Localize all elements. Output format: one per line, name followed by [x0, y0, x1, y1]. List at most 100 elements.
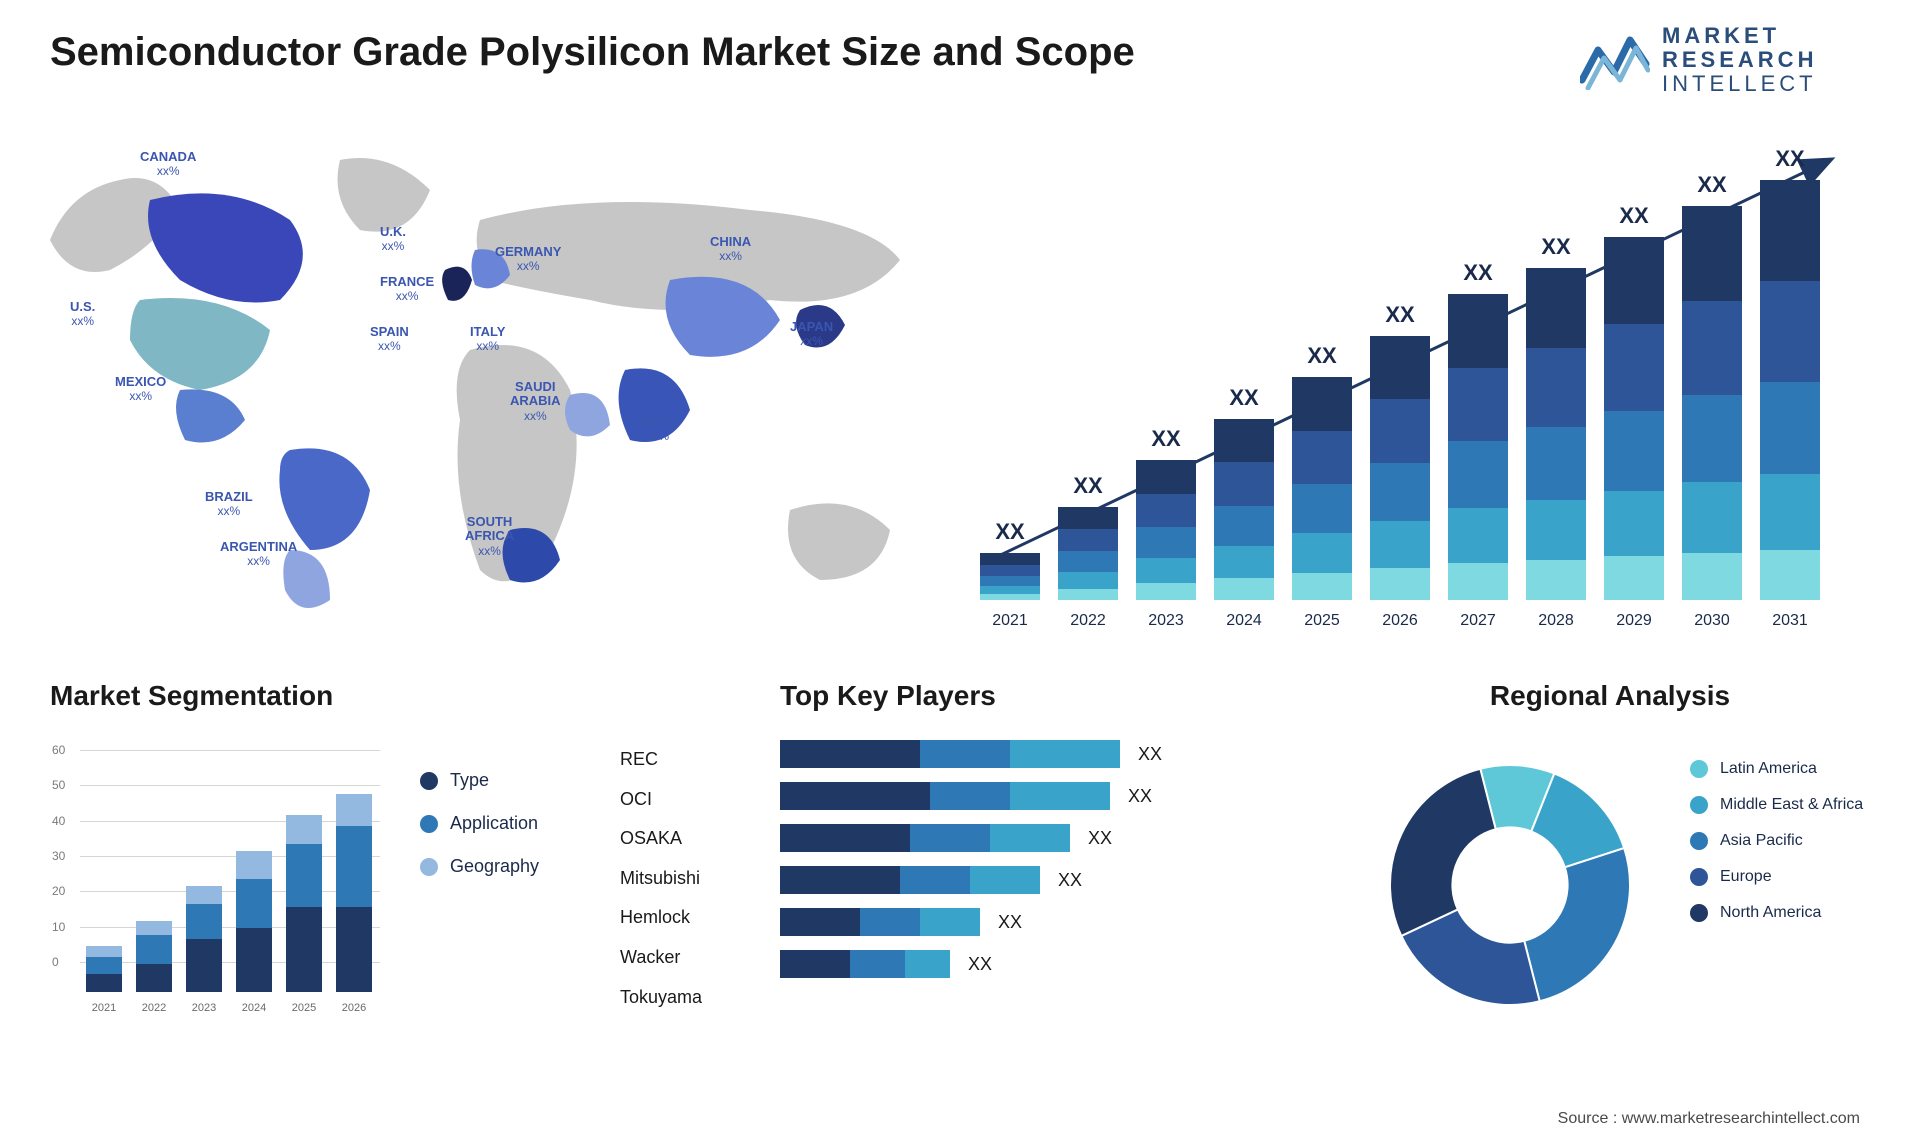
bar-year-label: 2021 — [980, 612, 1040, 630]
bar-seg — [980, 553, 1040, 564]
map-label-italy: ITALYxx% — [470, 325, 505, 354]
segmentation-legend: TypeApplicationGeography — [420, 770, 539, 899]
bar-seg — [980, 565, 1040, 576]
legend-dot-icon — [420, 772, 438, 790]
bar-seg — [1292, 431, 1352, 485]
bar-year-label: 2025 — [1292, 612, 1352, 630]
player-row: XX — [780, 908, 1320, 936]
bar-seg — [1604, 324, 1664, 411]
bar-seg — [1136, 558, 1196, 583]
segmentation-sidelabels: RECOCIOSAKAMitsubishiHemlockWackerTokuya… — [620, 740, 702, 1017]
bar-seg — [1136, 583, 1196, 600]
bar-seg — [1370, 463, 1430, 521]
donut-chart — [1360, 735, 1660, 1035]
bar-seg — [1760, 180, 1820, 281]
bar-year-label: 2023 — [1136, 612, 1196, 630]
map-label-brazil: BRAZILxx% — [205, 490, 253, 519]
segmentation-chart: 0102030405060 202120222023202420252026 — [50, 740, 390, 1020]
bar-seg — [1526, 500, 1586, 560]
bar-seg — [980, 576, 1040, 586]
players-title: Top Key Players — [780, 680, 1320, 712]
y-tick-label: 60 — [52, 743, 65, 757]
player-bar-seg — [1010, 740, 1120, 768]
player-bar — [780, 824, 1070, 852]
growth-bar-chart: 2021202220232024202520262027202820292030… — [960, 140, 1860, 640]
source-label: Source : www.marketresearchintellect.com — [1558, 1110, 1860, 1128]
players-chart: XXXXXXXXXXXX — [780, 740, 1320, 992]
bar-seg — [1136, 460, 1196, 494]
segmentation-panel: Market Segmentation 0102030405060 202120… — [50, 680, 750, 1040]
donut-legend: Latin America Middle East & Africa Asia Pa… — [1690, 760, 1863, 940]
gridline — [80, 785, 380, 786]
map-label-france: FRANCExx% — [380, 275, 434, 304]
bar-year-label: 2029 — [1604, 612, 1664, 630]
seg-bar-2023 — [186, 886, 222, 992]
seg-year-label: 2023 — [186, 1002, 222, 1014]
donut-legend-item: Middle East & Africa — [1690, 796, 1863, 814]
company-label: OSAKA — [620, 819, 702, 859]
map-label-japan: JAPANxx% — [790, 320, 833, 349]
gridline — [80, 821, 380, 822]
player-bar-seg — [905, 950, 950, 978]
bar-2021 — [980, 553, 1040, 600]
player-bar-seg — [780, 866, 900, 894]
bar-seg — [1448, 294, 1508, 367]
player-bar-seg — [780, 782, 930, 810]
bar-2031 — [1760, 180, 1820, 600]
bar-seg — [1370, 399, 1430, 462]
bar-seg — [1526, 560, 1586, 600]
donut-legend-item: Asia Pacific — [1690, 832, 1863, 850]
player-bar — [780, 866, 1040, 894]
donut-legend-label: Middle East & Africa — [1720, 796, 1863, 814]
bar-seg — [1058, 507, 1118, 529]
logo-icon — [1580, 30, 1650, 90]
donut-legend-label: Latin America — [1720, 760, 1817, 778]
player-bar-seg — [780, 824, 910, 852]
legend-dot-icon — [1690, 904, 1708, 922]
seg-bar-part — [286, 907, 322, 992]
player-value-label: XX — [1138, 744, 1162, 765]
bar-seg — [1058, 572, 1118, 589]
player-bar — [780, 740, 1120, 768]
player-value-label: XX — [1128, 786, 1152, 807]
bar-seg — [1682, 553, 1742, 600]
bar-2028 — [1526, 268, 1586, 600]
seg-bar-2024 — [236, 851, 272, 992]
bar-year-label: 2028 — [1526, 612, 1586, 630]
brand-logo: MARKET RESEARCH INTELLECT — [1580, 20, 1860, 100]
donut-legend-label: Europe — [1720, 868, 1772, 886]
gridline — [80, 927, 380, 928]
player-bar-seg — [1010, 782, 1110, 810]
regional-title: Regional Analysis — [1340, 680, 1880, 712]
bar-seg — [1526, 348, 1586, 428]
bar-seg — [1448, 368, 1508, 441]
seg-bar-part — [336, 826, 372, 907]
bar-value-label: XX — [1448, 260, 1508, 286]
seg-bar-part — [186, 886, 222, 904]
player-bar-seg — [850, 950, 905, 978]
player-bar-seg — [780, 950, 850, 978]
company-label: Tokuyama — [620, 978, 702, 1018]
bar-seg — [1604, 411, 1664, 491]
legend-item: Application — [420, 813, 539, 834]
player-value-label: XX — [968, 954, 992, 975]
bar-seg — [1214, 546, 1274, 579]
bar-seg — [1682, 301, 1742, 396]
map-label-india: INDIAxx% — [640, 415, 675, 444]
seg-bar-part — [336, 907, 372, 992]
donut-slice — [1524, 848, 1630, 1001]
bar-seg — [1604, 237, 1664, 324]
legend-dot-icon — [1690, 832, 1708, 850]
bar-seg — [1292, 484, 1352, 533]
player-bar — [780, 782, 1110, 810]
bar-year-label: 2030 — [1682, 612, 1742, 630]
player-bar-seg — [930, 782, 1010, 810]
seg-bar-part — [286, 815, 322, 843]
bar-seg — [1760, 382, 1820, 474]
bar-seg — [1682, 206, 1742, 301]
player-bar-seg — [910, 824, 990, 852]
y-tick-label: 10 — [52, 920, 65, 934]
seg-year-label: 2021 — [86, 1002, 122, 1014]
bar-2025 — [1292, 377, 1352, 600]
player-bar-seg — [920, 908, 980, 936]
